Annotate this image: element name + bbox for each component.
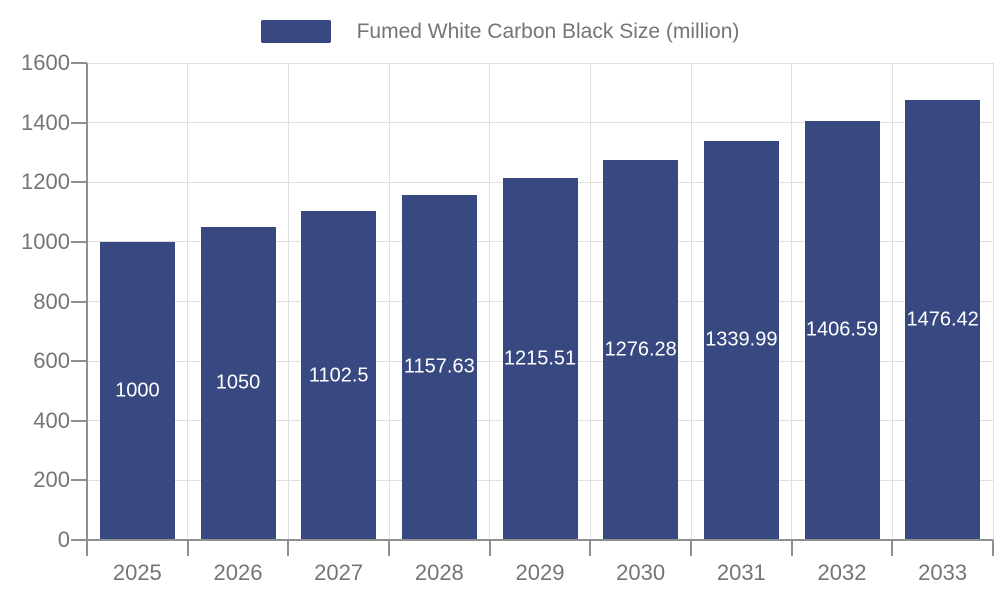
x-axis-tick (86, 540, 88, 556)
bar-2028[interactable] (401, 194, 477, 540)
x-axis-tick (186, 540, 189, 556)
bar-value-label-2030: 1276.28 (604, 338, 677, 361)
y-tick-label-800: 800 (33, 288, 70, 314)
x-axis-line (71, 539, 993, 541)
gridline-h (87, 122, 993, 124)
bar-2027[interactable] (301, 211, 377, 540)
x-tick-label-2032: 2032 (817, 560, 867, 585)
x-tick-label-2028: 2028 (414, 560, 464, 585)
bar-value-label-2031: 1339.99 (705, 328, 778, 351)
gridline-v (891, 63, 893, 540)
y-tick-label-1200: 1200 (21, 169, 70, 195)
plot-area: 1000 1050 1102.5 1157.63 1215.51 1276.28 1339.… (87, 62, 994, 540)
x-axis-tick (690, 540, 692, 556)
gridline-v (690, 63, 692, 540)
x-tick-label-2025: 2025 (112, 560, 162, 585)
gridline-v (992, 63, 994, 540)
gridline-v (187, 63, 189, 540)
y-axis-tick (71, 240, 87, 243)
y-axis-line (86, 63, 88, 540)
y-axis-tick (71, 300, 87, 303)
y-tick-label-1400: 1400 (21, 109, 70, 135)
bar-value-label-2025: 1000 (115, 379, 160, 402)
x-axis-tick (287, 540, 290, 556)
bar-2025[interactable] (99, 241, 175, 540)
x-axis-tick (589, 540, 592, 556)
bar-2026[interactable] (200, 226, 276, 540)
x-axis-tick (992, 540, 994, 556)
legend[interactable]: Fumed White Carbon Black Size (million) (0, 20, 1000, 43)
y-tick-label-600: 600 (33, 348, 70, 374)
x-axis-tick (388, 540, 390, 556)
y-tick-label-1000: 1000 (21, 228, 70, 254)
bar-value-label-2032: 1406.59 (805, 318, 879, 341)
gridline-v (489, 63, 491, 540)
gridline-v (287, 63, 289, 540)
y-axis-tick (71, 360, 87, 363)
bar-value-label-2027: 1102.5 (308, 364, 369, 387)
y-axis-tick (71, 181, 87, 184)
bar-value-label-2028: 1157.63 (403, 355, 475, 378)
y-axis-tick (71, 121, 87, 124)
bar-value-label-2029: 1215.51 (503, 347, 577, 370)
x-tick-label-2030: 2030 (616, 560, 666, 585)
gridline-v (589, 63, 591, 540)
x-tick-label-2027: 2027 (314, 560, 364, 585)
x-axis-tick (488, 540, 491, 556)
bar-2031[interactable] (703, 140, 779, 540)
legend-swatch (260, 20, 331, 43)
y-tick-label-1600: 1600 (21, 50, 70, 75)
x-axis-tick (790, 540, 793, 556)
y-tick-label-200: 200 (33, 467, 70, 493)
y-axis-tick (71, 479, 87, 482)
y-tick-label-400: 400 (33, 407, 70, 433)
y-tick-label-0: 0 (57, 527, 70, 552)
gridline-v (791, 63, 793, 540)
bar-value-label-2026: 1050 (215, 371, 261, 394)
x-tick-label-2029: 2029 (515, 560, 565, 585)
legend-label: Fumed White Carbon Black Size (million) (356, 20, 740, 43)
gridline-v (388, 63, 390, 540)
x-tick-label-2031: 2031 (716, 560, 766, 585)
bar-2029[interactable] (502, 177, 578, 540)
y-axis-tick (71, 62, 87, 64)
bar-2032[interactable] (804, 120, 880, 540)
x-tick-label-2026: 2026 (213, 560, 263, 585)
bar-value-label-2033: 1476.42 (906, 308, 979, 331)
y-axis-tick (71, 419, 87, 422)
bar-2030[interactable] (603, 159, 679, 540)
x-tick-label-2033: 2033 (918, 560, 968, 585)
x-axis-tick (891, 540, 894, 556)
gridline-h (87, 62, 993, 64)
bar-2033[interactable] (905, 99, 981, 540)
